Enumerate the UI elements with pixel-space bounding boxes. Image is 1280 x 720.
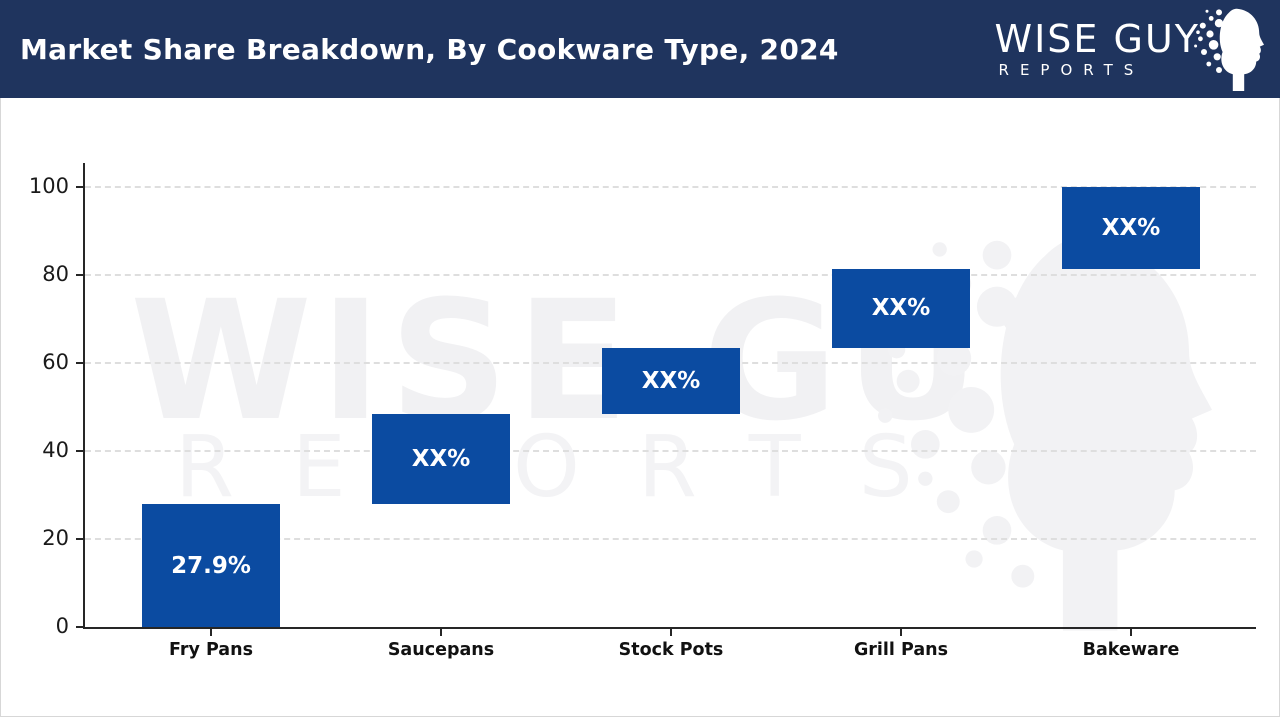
y-tick-mark <box>76 626 85 628</box>
x-tick-mark <box>670 629 672 636</box>
y-axis-tick-label: 100 <box>28 174 69 198</box>
bar-value-label: XX% <box>1101 214 1161 241</box>
x-tick-mark <box>210 629 212 636</box>
bar-stock-pots[interactable]: XX% <box>602 348 740 415</box>
brand-name: WISE GUY <box>994 16 1200 61</box>
x-tick-mark <box>1130 629 1132 636</box>
y-axis-line <box>83 163 85 629</box>
y-tick-mark <box>76 274 85 276</box>
x-axis-line <box>83 627 1256 629</box>
y-axis-tick-label: 80 <box>42 262 69 286</box>
y-tick-mark <box>76 186 85 188</box>
y-axis-tick-label: 0 <box>55 614 69 638</box>
y-axis-tick-label: 20 <box>42 526 69 550</box>
x-axis-label: Fry Pans <box>168 640 253 660</box>
gridline-40 <box>85 450 1256 452</box>
y-tick-mark <box>76 362 85 364</box>
bar-value-label: 27.9% <box>171 552 251 579</box>
brand-head-icon <box>1194 8 1264 91</box>
brand-wordmark: WISE GUY REPORTS <box>995 20 1200 79</box>
gridline-100 <box>85 186 1256 188</box>
bar-value-label: XX% <box>411 446 471 473</box>
gridline-20 <box>85 538 1256 540</box>
bar-grill-pans[interactable]: XX% <box>832 268 970 349</box>
bar-fry-pans[interactable]: 27.9% <box>142 504 280 627</box>
watermark-reports: REPORTS <box>175 418 971 517</box>
y-tick-mark <box>76 450 85 452</box>
brand-logo: WISE GUY REPORTS <box>995 3 1280 95</box>
y-axis-tick-label: 60 <box>42 350 69 374</box>
bar-value-label: XX% <box>641 368 701 395</box>
x-axis-label: Stock Pots <box>618 640 724 660</box>
y-tick-mark <box>76 538 85 540</box>
x-tick-mark <box>900 629 902 636</box>
bar-value-label: XX% <box>871 295 931 322</box>
brand-subtitle: REPORTS <box>998 60 1145 79</box>
chart-title: Market Share Breakdown, By Cookware Type… <box>20 32 839 66</box>
y-axis-tick-label: 40 <box>42 438 69 462</box>
bar-bakeware[interactable]: XX% <box>1062 187 1200 269</box>
x-axis-label: Grill Pans <box>853 640 949 660</box>
x-axis-label: Saucepans <box>387 640 495 660</box>
x-tick-mark <box>440 629 442 636</box>
bar-saucepans[interactable]: XX% <box>372 414 510 505</box>
x-axis-label: Bakeware <box>1082 640 1180 660</box>
header-bar: Market Share Breakdown, By Cookware Type… <box>0 0 1280 98</box>
gridline-80 <box>85 274 1256 276</box>
